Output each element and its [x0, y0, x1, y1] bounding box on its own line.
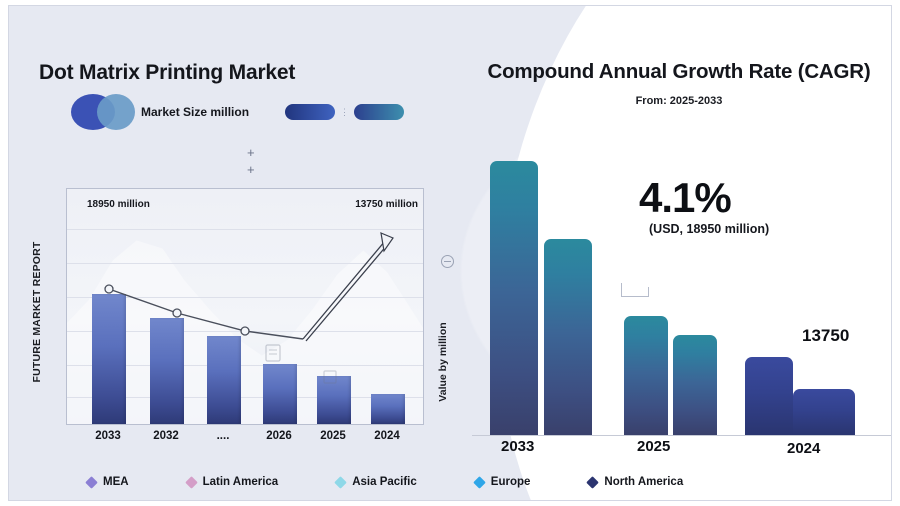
legend-label: Latin America [202, 476, 279, 488]
legend-marker-icon [472, 475, 486, 489]
left-chart-plot: 18950 million 13750 million [66, 188, 424, 425]
bar-2024-secondary [793, 389, 855, 435]
pill-separator-icon: ⋮ [340, 106, 349, 117]
bar-2024-primary [745, 357, 793, 435]
chart-legend: MEA Latin America Asia Pacific Europe No… [9, 468, 891, 496]
plus-marks-icon: + + [247, 145, 255, 177]
circle-minus-icon [441, 255, 454, 268]
bar-2025 [317, 376, 351, 424]
bar-2025-primary [624, 316, 668, 435]
bar-2032 [150, 318, 184, 424]
legend-marker-icon [586, 475, 600, 489]
xtick-right-2: 2024 [787, 440, 821, 457]
legend-marker-icon [184, 475, 198, 489]
square-outline-icon [323, 370, 337, 384]
pill-group: ⋮ [285, 104, 404, 120]
bar-2025-secondary [673, 335, 717, 435]
legend-marker-icon [85, 475, 98, 489]
report-card: Dot Matrix Printing Market Market Size m… [8, 5, 892, 501]
cagr-unit: (USD, 18950 million) [649, 222, 770, 236]
left-chart-trend-line [104, 232, 394, 342]
legend-item-mea[interactable]: MEA [85, 475, 129, 489]
legend-label: MEA [103, 476, 129, 488]
logo-row: Market Size million [71, 94, 249, 130]
legend-item-latin-america[interactable]: Latin America [184, 475, 279, 489]
legend-label: Europe [490, 476, 531, 488]
logo-label: Market Size million [141, 105, 250, 119]
left-chart-bars [67, 189, 423, 424]
bar-2033-secondary [544, 239, 592, 435]
bar-2024 [371, 394, 405, 424]
pill-secondary-icon [354, 104, 404, 120]
cagr-title: Compound Annual Growth Rate (CAGR) [487, 60, 871, 83]
left-chart-start-value: 18950 million [87, 199, 150, 210]
xtick-left-0: 2033 [95, 430, 121, 442]
xtick-left-5: 2024 [374, 430, 400, 442]
xtick-left-1: 2032 [153, 430, 179, 442]
bar-2033 [92, 294, 126, 424]
bracket-marker-icon [621, 283, 649, 297]
xtick-right-0: 2033 [501, 438, 535, 455]
legend-item-europe[interactable]: Europe [472, 475, 531, 489]
legend-marker-icon [334, 475, 348, 489]
cagr-value: 4.1% [639, 174, 732, 221]
right-chart-y-axis-label: Value by million [437, 322, 449, 402]
bar-2033-primary [490, 161, 538, 435]
bar-2026 [263, 364, 297, 424]
legend-item-north-america[interactable]: North America [586, 475, 684, 489]
brand-circles-icon [71, 94, 135, 130]
xtick-left-2: .... [216, 430, 230, 442]
xtick-right-1: 2025 [637, 438, 671, 455]
right-chart-value-label: 13750 [802, 326, 850, 345]
left-chart-end-value: 13750 million [355, 199, 418, 210]
cagr-subtitle: From: 2025-2033 [635, 95, 723, 107]
xtick-left-3: 2026 [266, 430, 292, 442]
legend-label: Asia Pacific [352, 476, 417, 488]
right-chart-plot: 13750 [464, 146, 891, 436]
left-chart-y-axis-label: FUTURE MARKET REPORT [31, 241, 43, 383]
legend-item-asia-pacific[interactable]: Asia Pacific [334, 475, 417, 489]
bar-mid [207, 336, 241, 424]
pill-primary-icon [285, 104, 335, 120]
xtick-left-4: 2025 [320, 430, 346, 442]
right-chart-baseline [472, 435, 891, 436]
legend-label: North America [604, 476, 684, 488]
document-icon [265, 344, 281, 362]
page-title: Dot Matrix Printing Market [39, 61, 296, 84]
left-chart-x-axis: 2033 2032 .... 2026 2025 2024 [66, 430, 424, 448]
